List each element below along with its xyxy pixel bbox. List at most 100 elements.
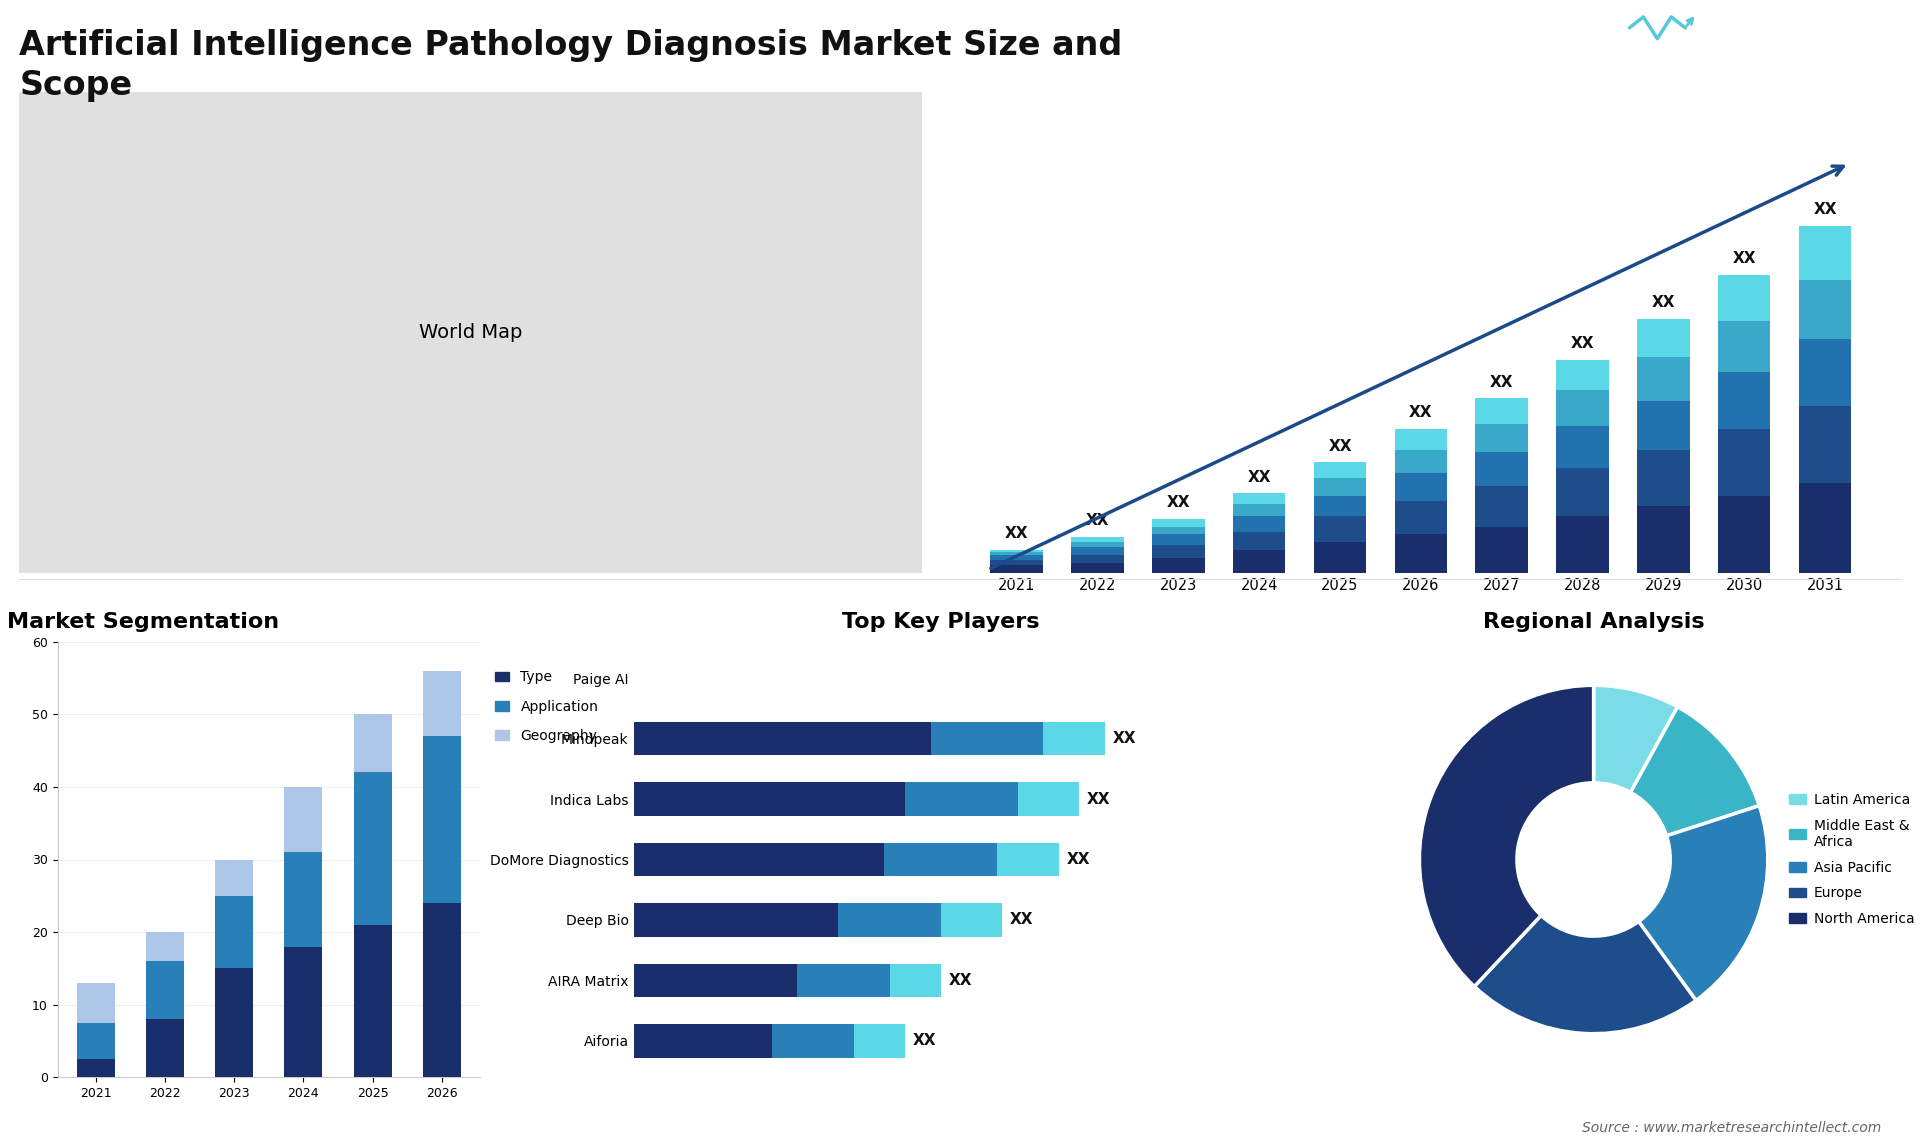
Text: XX: XX <box>1812 203 1837 218</box>
Text: INTELLECT: INTELLECT <box>1736 86 1797 96</box>
Legend: Type, Application, Geography: Type, Application, Geography <box>495 670 599 743</box>
Bar <box>1557 468 1609 517</box>
Bar <box>1394 449 1448 473</box>
Bar <box>839 903 941 936</box>
Bar <box>1638 358 1690 401</box>
Bar <box>284 947 323 1077</box>
Bar <box>1394 429 1448 449</box>
Bar <box>1799 482 1851 573</box>
Bar <box>1718 372 1770 429</box>
Bar <box>1071 548 1123 555</box>
Bar <box>1233 550 1284 573</box>
Wedge shape <box>1638 806 1768 1000</box>
Bar <box>634 1025 772 1058</box>
Bar <box>1152 558 1204 573</box>
Text: XX: XX <box>1651 295 1674 309</box>
Wedge shape <box>1594 685 1678 792</box>
Bar <box>991 560 1043 565</box>
Bar <box>353 714 392 772</box>
Bar <box>215 896 253 968</box>
Bar <box>146 961 184 1019</box>
Legend: Latin America, Middle East &
Africa, Asia Pacific, Europe, North America: Latin America, Middle East & Africa, Asi… <box>1784 787 1920 932</box>
Bar <box>889 964 941 997</box>
Bar <box>941 903 1002 936</box>
Bar <box>634 903 839 936</box>
Bar <box>1718 429 1770 496</box>
Bar <box>422 670 461 736</box>
Text: XX: XX <box>1066 851 1091 868</box>
Bar <box>353 772 392 925</box>
Bar <box>284 787 323 853</box>
Text: XX: XX <box>1087 792 1110 807</box>
Bar <box>422 736 461 903</box>
Text: XX: XX <box>1085 513 1110 528</box>
Bar <box>1152 534 1204 544</box>
Bar <box>991 552 1043 555</box>
Bar <box>991 565 1043 573</box>
Text: XX: XX <box>1010 912 1033 927</box>
Text: Market Segmentation: Market Segmentation <box>8 612 278 631</box>
Bar <box>634 842 885 877</box>
Bar <box>904 783 1018 816</box>
Bar <box>1152 544 1204 558</box>
Text: XX: XX <box>1004 526 1029 541</box>
Text: Source : www.marketresearchintellect.com: Source : www.marketresearchintellect.com <box>1582 1121 1882 1135</box>
Bar <box>854 1025 904 1058</box>
Text: XX: XX <box>912 1034 937 1049</box>
Bar <box>1071 555 1123 563</box>
Bar <box>1233 532 1284 550</box>
Bar <box>1557 391 1609 426</box>
Bar <box>77 1059 115 1077</box>
Bar <box>146 932 184 961</box>
Text: XX: XX <box>1248 470 1271 485</box>
Text: MARKET: MARKET <box>1741 42 1789 53</box>
Text: RESEARCH: RESEARCH <box>1736 64 1797 74</box>
Bar <box>1718 496 1770 573</box>
Bar <box>634 783 904 816</box>
Bar <box>1233 503 1284 517</box>
Bar <box>1638 449 1690 507</box>
Wedge shape <box>1419 685 1594 987</box>
Bar <box>215 860 253 896</box>
Text: XX: XX <box>1490 375 1513 390</box>
Bar <box>1071 542 1123 548</box>
Text: World Map: World Map <box>419 323 522 342</box>
Bar <box>1638 401 1690 449</box>
Bar <box>996 842 1058 877</box>
Bar <box>1313 463 1367 478</box>
Bar <box>1475 424 1528 453</box>
Bar <box>77 1022 115 1059</box>
Bar <box>1475 486 1528 527</box>
Bar <box>1718 275 1770 321</box>
Bar <box>1557 360 1609 391</box>
Bar <box>1475 453 1528 486</box>
Bar <box>1152 519 1204 527</box>
Bar <box>1394 534 1448 573</box>
Bar <box>991 550 1043 552</box>
Bar <box>77 983 115 1022</box>
Bar <box>1475 527 1528 573</box>
Text: XX: XX <box>1329 439 1352 454</box>
Bar <box>1799 339 1851 406</box>
Bar <box>1071 537 1123 542</box>
Text: XX: XX <box>1409 406 1432 421</box>
Bar <box>1313 517 1367 542</box>
Bar <box>215 968 253 1077</box>
Bar <box>772 1025 854 1058</box>
Bar <box>1475 398 1528 424</box>
Bar <box>1313 496 1367 517</box>
Bar <box>353 925 392 1077</box>
Title: Regional Analysis: Regional Analysis <box>1482 612 1705 631</box>
Bar <box>634 964 797 997</box>
Text: XX: XX <box>948 973 972 988</box>
Bar <box>1799 280 1851 339</box>
Bar <box>284 853 323 947</box>
Wedge shape <box>1475 916 1695 1034</box>
Bar <box>1557 426 1609 468</box>
Bar <box>1638 507 1690 573</box>
Bar <box>1152 527 1204 534</box>
Bar <box>1313 478 1367 496</box>
Text: XX: XX <box>1112 731 1137 746</box>
Title: Top Key Players: Top Key Players <box>843 612 1039 631</box>
Bar <box>1233 517 1284 532</box>
